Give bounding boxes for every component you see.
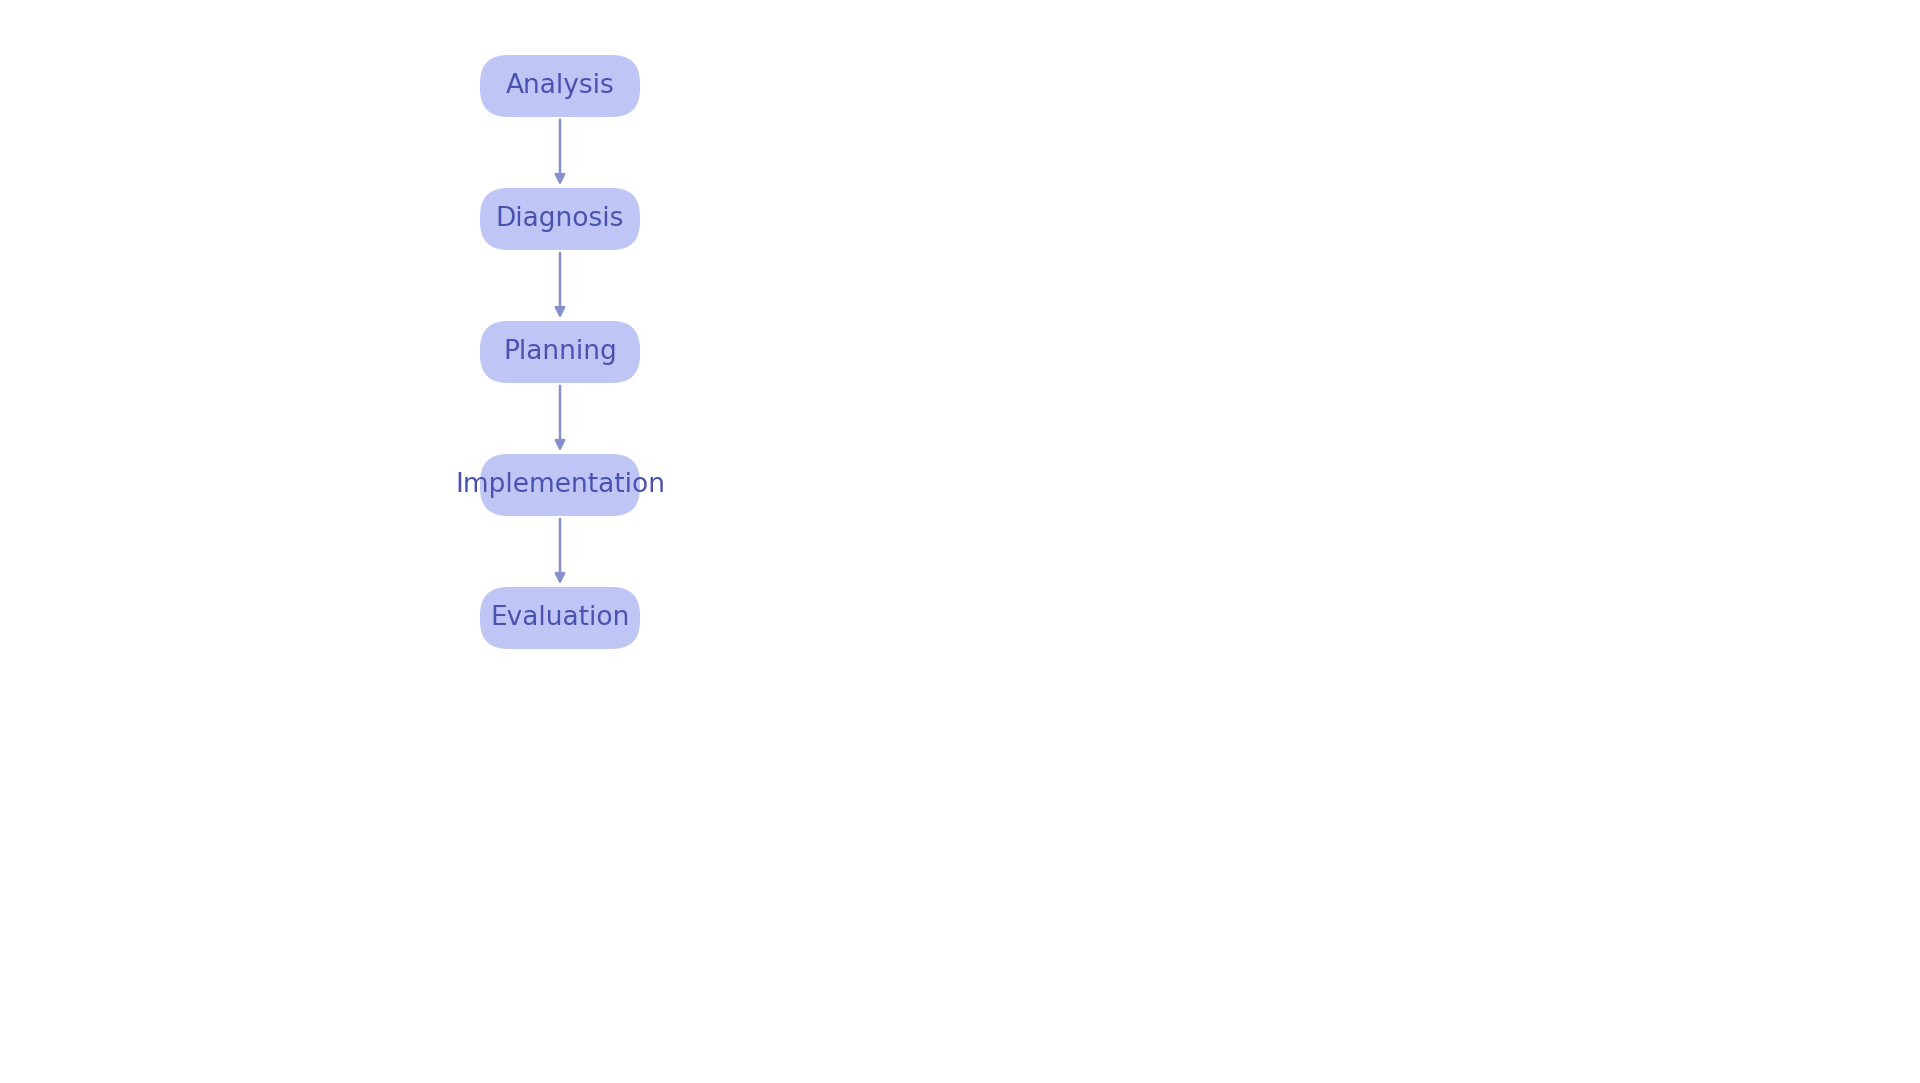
Text: Planning: Planning [503, 339, 616, 365]
FancyBboxPatch shape [480, 587, 639, 649]
FancyBboxPatch shape [480, 188, 639, 250]
Text: Analysis: Analysis [505, 73, 614, 99]
FancyBboxPatch shape [480, 55, 639, 117]
Text: Evaluation: Evaluation [490, 605, 630, 631]
FancyBboxPatch shape [480, 321, 639, 383]
Text: Implementation: Implementation [455, 472, 664, 498]
Text: Diagnosis: Diagnosis [495, 206, 624, 232]
FancyBboxPatch shape [480, 454, 639, 516]
